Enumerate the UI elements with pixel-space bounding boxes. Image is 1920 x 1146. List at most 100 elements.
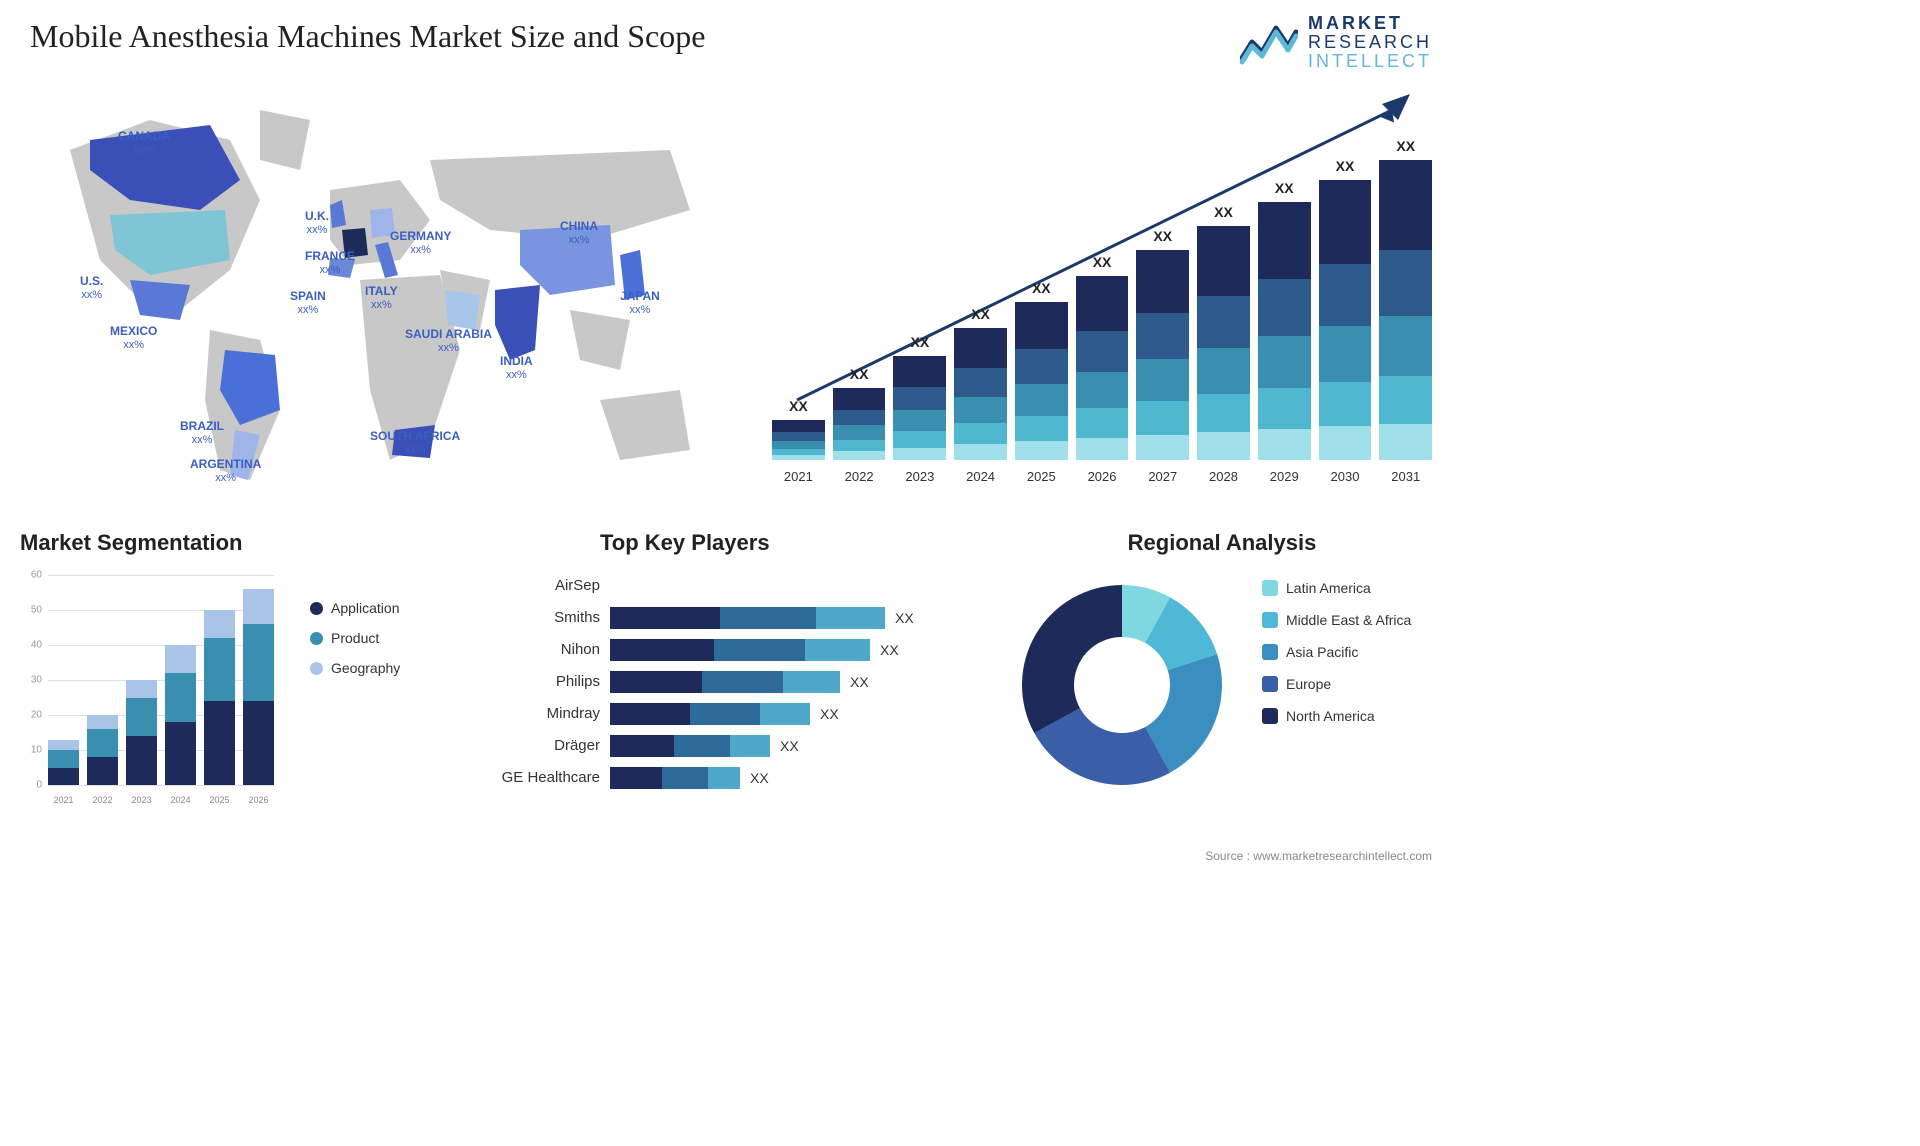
growth-bar-value: XX — [1258, 180, 1311, 196]
seg-ytick: 20 — [31, 710, 42, 721]
growth-bar-value: XX — [1319, 158, 1372, 174]
seg-ytick: 10 — [31, 745, 42, 756]
segmentation-section: Market Segmentation 0102030405060 202120… — [20, 530, 440, 830]
seg-bar-segment — [165, 722, 196, 785]
seg-bar — [48, 740, 79, 786]
seg-gridline — [48, 785, 274, 786]
growth-bar-segment — [833, 451, 886, 460]
map-label: GERMANYxx% — [390, 230, 451, 256]
growth-bar: XX — [1197, 226, 1250, 460]
player-bar-segment — [610, 639, 714, 661]
map-label: CHINAxx% — [560, 220, 598, 246]
growth-bar-segment — [1258, 429, 1311, 460]
player-bar-segment — [816, 607, 885, 629]
segmentation-legend: ApplicationProductGeography — [310, 600, 400, 690]
growth-year-label: 2022 — [833, 469, 886, 484]
player-bar-row — [610, 570, 950, 602]
players-bars: XXXXXXXXXXXX — [610, 570, 950, 794]
growth-bar-segment — [1015, 349, 1068, 384]
legend-swatch — [1262, 612, 1278, 628]
player-bar-value: XX — [750, 770, 769, 786]
seg-year-label: 2025 — [204, 795, 235, 805]
logo: MARKET RESEARCH INTELLECT — [1240, 14, 1432, 71]
growth-bar: XX — [1258, 202, 1311, 460]
player-bar-row: XX — [610, 634, 950, 666]
player-bar-segment — [805, 639, 870, 661]
growth-year-label: 2029 — [1258, 469, 1311, 484]
growth-bar-value: XX — [1197, 204, 1250, 220]
seg-bar-segment — [87, 729, 118, 757]
growth-bar-segment — [1319, 264, 1372, 326]
growth-bar-value: XX — [1015, 280, 1068, 296]
player-bar-segment — [610, 703, 690, 725]
growth-bar-value: XX — [1379, 138, 1432, 154]
seg-bar-segment — [165, 673, 196, 722]
growth-year-label: 2024 — [954, 469, 1007, 484]
growth-bar: XX — [1319, 180, 1372, 460]
growth-bar-segment — [954, 368, 1007, 397]
player-name: GE Healthcare — [480, 762, 600, 794]
growth-bar-segment — [1076, 438, 1129, 460]
legend-swatch — [310, 662, 323, 675]
regional-legend: Latin AmericaMiddle East & AfricaAsia Pa… — [1262, 580, 1411, 740]
growth-bar-segment — [1379, 250, 1432, 316]
map-label: U.S.xx% — [80, 275, 103, 301]
growth-bar-segment — [954, 328, 1007, 368]
growth-bar: XX — [833, 388, 886, 460]
seg-bar-segment — [126, 698, 157, 737]
player-bar-value: XX — [780, 738, 799, 754]
seg-ytick: 60 — [31, 570, 42, 581]
growth-bar-segment — [1379, 316, 1432, 376]
legend-swatch — [310, 602, 323, 615]
growth-bar-segment — [1136, 313, 1189, 359]
logo-text-2: RESEARCH — [1308, 33, 1432, 52]
growth-year-label: 2030 — [1319, 469, 1372, 484]
growth-bar: XX — [1379, 160, 1432, 460]
growth-bar-segment — [833, 388, 886, 410]
growth-bar: XX — [893, 356, 946, 460]
map-label: SPAINxx% — [290, 290, 326, 316]
seg-bar-segment — [48, 768, 79, 786]
seg-bar-segment — [48, 740, 79, 751]
player-name: Smiths — [480, 602, 600, 634]
map-label: SOUTH AFRICAxx% — [370, 430, 460, 456]
growth-bar-segment — [772, 432, 825, 441]
growth-bar-segment — [954, 397, 1007, 423]
logo-text-1: MARKET — [1308, 14, 1432, 33]
growth-bar-segment — [1015, 302, 1068, 349]
legend-item: North America — [1262, 708, 1411, 724]
player-bar-row: XX — [610, 730, 950, 762]
growth-bar-segment — [772, 420, 825, 432]
growth-bar-segment — [1136, 435, 1189, 460]
map-label: INDIAxx% — [500, 355, 533, 381]
seg-bar — [126, 680, 157, 785]
growth-bar-segment — [1015, 384, 1068, 416]
growth-bar-segment — [1197, 348, 1250, 395]
legend-item: Europe — [1262, 676, 1411, 692]
player-bar-segment — [610, 735, 674, 757]
seg-bar-segment — [204, 701, 235, 785]
seg-bar — [165, 645, 196, 785]
segmentation-heading: Market Segmentation — [20, 530, 440, 556]
players-names: AirSepSmithsNihonPhilipsMindrayDrägerGE … — [480, 570, 600, 794]
regional-heading: Regional Analysis — [1012, 530, 1432, 556]
legend-label: Product — [331, 630, 379, 646]
map-label: ARGENTINAxx% — [190, 458, 261, 484]
player-bar — [610, 703, 810, 725]
growth-bar-segment — [1136, 401, 1189, 435]
player-bar-row: XX — [610, 698, 950, 730]
player-bar-segment — [708, 767, 741, 789]
growth-bar-segment — [1319, 382, 1372, 427]
growth-bar-segment — [1379, 376, 1432, 424]
growth-bar-segment — [1076, 408, 1129, 437]
growth-bar-segment — [954, 444, 1007, 460]
seg-ytick: 0 — [36, 780, 42, 791]
donut-slice — [1022, 585, 1122, 733]
growth-bar: XX — [954, 328, 1007, 460]
seg-bar-segment — [126, 736, 157, 785]
legend-swatch — [310, 632, 323, 645]
legend-swatch — [1262, 580, 1278, 596]
legend-swatch — [1262, 644, 1278, 660]
player-bar-segment — [690, 703, 760, 725]
seg-bar-segment — [204, 638, 235, 701]
